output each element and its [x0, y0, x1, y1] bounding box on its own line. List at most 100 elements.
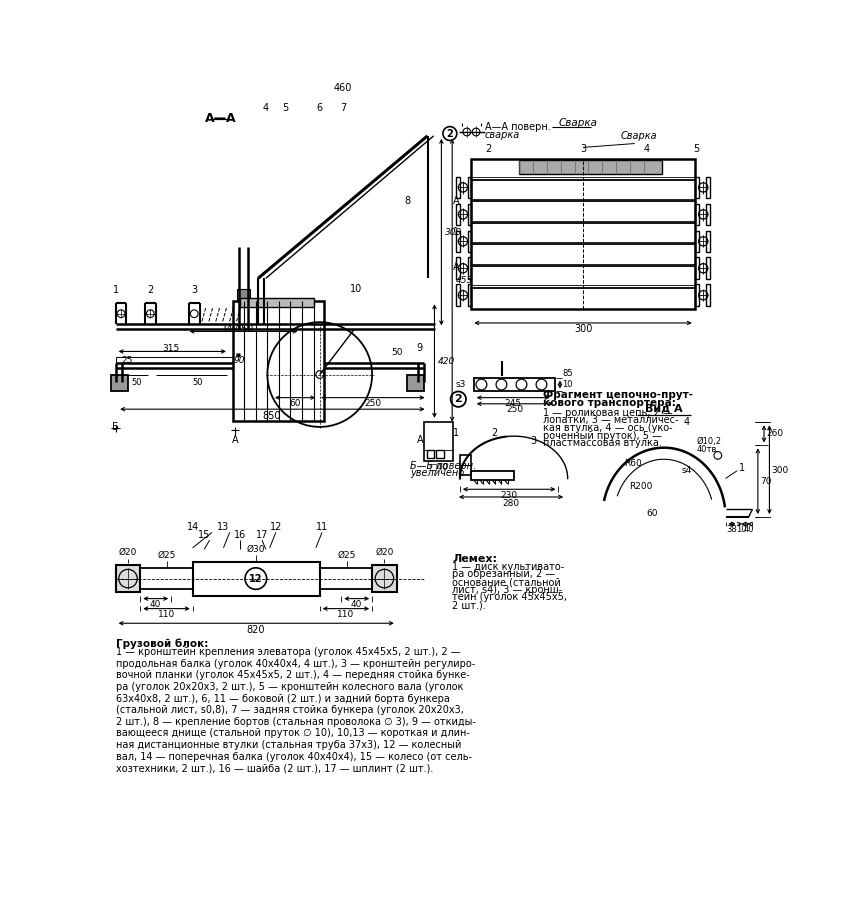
Bar [695, 258, 698, 279]
Text: 14: 14 [186, 523, 198, 532]
Text: Ø25: Ø25 [338, 551, 356, 560]
Text: 2: 2 [491, 429, 497, 439]
Text: A: A [453, 261, 459, 272]
Text: 12: 12 [270, 523, 282, 532]
Text: 16: 16 [235, 530, 247, 540]
Text: Лемех:: Лемех: [452, 554, 497, 564]
Bar [467, 204, 472, 225]
Text: 5: 5 [693, 143, 699, 153]
Text: Фрагмент цепочно-прут-: Фрагмент цепочно-прут- [543, 390, 693, 400]
Bar [456, 258, 460, 279]
Text: лопатки, 3 — металличес-: лопатки, 3 — металличес- [543, 415, 679, 425]
Bar [706, 285, 710, 306]
Text: 3: 3 [192, 286, 198, 296]
Text: 1: 1 [740, 463, 746, 474]
Text: 85: 85 [563, 369, 573, 378]
Text: 1: 1 [113, 286, 119, 296]
Bar [706, 177, 710, 198]
Text: 40: 40 [150, 600, 161, 609]
Text: 455: 455 [456, 276, 473, 285]
Text: 17: 17 [256, 530, 268, 540]
Bar [695, 285, 698, 306]
Text: A—A: A—A [205, 112, 237, 125]
Text: 10: 10 [563, 380, 573, 389]
Text: A: A [453, 196, 459, 206]
Text: 1: 1 [453, 429, 459, 439]
Text: A: A [232, 435, 238, 445]
Text: 13: 13 [217, 523, 229, 532]
Text: 460: 460 [333, 84, 352, 94]
Text: 1 — диск культивато-: 1 — диск культивато- [452, 561, 564, 571]
Text: Ø20: Ø20 [119, 548, 137, 557]
Text: Б—Б поверн.: Б—Б поверн. [410, 460, 476, 471]
Text: 300: 300 [445, 228, 462, 237]
Text: 50: 50 [131, 378, 142, 387]
Text: 38: 38 [727, 525, 737, 534]
Bar [111, 375, 128, 391]
Bar [467, 231, 472, 252]
Text: 5: 5 [282, 103, 289, 113]
Text: 300: 300 [771, 466, 789, 475]
Text: Вид А: Вид А [645, 403, 683, 413]
Bar [237, 289, 250, 302]
Text: 6: 6 [317, 103, 323, 113]
Text: 25: 25 [122, 356, 133, 365]
Text: кового транспортера:: кового транспортера: [543, 398, 676, 408]
Text: R200: R200 [629, 482, 653, 491]
Bar [456, 177, 460, 198]
Text: 250: 250 [364, 399, 381, 408]
Text: 4: 4 [643, 143, 649, 153]
Bar [456, 231, 460, 252]
Text: Сварка: Сварка [558, 118, 597, 128]
Text: увеличено: увеличено [410, 469, 464, 478]
Text: пластмассовая втулка.: пластмассовая втулка. [543, 439, 662, 449]
Bar [427, 450, 435, 458]
Text: Ø 450: Ø 450 [224, 323, 253, 333]
Text: 110: 110 [338, 610, 355, 619]
Text: 9: 9 [417, 342, 423, 352]
Text: 280: 280 [503, 498, 519, 507]
Bar [140, 568, 192, 589]
Text: A—А поверн.: A—А поверн. [484, 123, 551, 132]
Text: 7: 7 [339, 103, 346, 113]
Text: 8: 8 [405, 196, 411, 206]
Bar [473, 378, 555, 391]
Text: 420: 420 [437, 357, 454, 366]
Bar [116, 565, 140, 593]
Text: 40тв.: 40тв. [698, 445, 720, 454]
Text: 260: 260 [766, 430, 783, 438]
Bar [233, 302, 324, 421]
Text: Б: Б [113, 422, 119, 432]
Text: 60: 60 [647, 509, 658, 518]
Text: 40: 40 [743, 525, 754, 534]
Bar [706, 258, 710, 279]
Text: A: A [417, 435, 423, 445]
Text: основание (стальной: основание (стальной [452, 577, 561, 587]
Text: Ø25: Ø25 [157, 551, 176, 560]
Text: роченный пруток), 5 —: роченный пруток), 5 — [543, 431, 662, 441]
Text: 2: 2 [485, 143, 491, 153]
Bar [695, 204, 698, 225]
Text: 2: 2 [454, 394, 462, 405]
Text: 300: 300 [574, 324, 592, 334]
Bar [472, 471, 514, 480]
Bar [320, 568, 372, 589]
Text: 3: 3 [580, 143, 586, 153]
Text: 2 шт.).: 2 шт.). [452, 600, 486, 610]
Text: 2: 2 [147, 286, 154, 296]
Text: 850: 850 [263, 411, 281, 421]
Bar [706, 231, 710, 252]
Bar [407, 375, 423, 391]
Text: 12: 12 [249, 574, 263, 584]
Text: 1: 1 [453, 227, 459, 237]
Text: ра обрезанный, 2 —: ра обрезанный, 2 — [452, 569, 555, 579]
Bar [706, 204, 710, 225]
Text: 1 — кронштейн крепления элеватора (уголок 45х45х5, 2 шт.), 2 —
продольная балка : 1 — кронштейн крепления элеватора (уголо… [116, 647, 476, 773]
Text: □40: □40 [429, 463, 448, 472]
Text: 2: 2 [447, 129, 454, 139]
Text: Грузовой блок:: Грузовой блок: [116, 639, 208, 649]
Text: 50: 50 [192, 378, 204, 387]
Text: 40: 40 [351, 600, 362, 609]
Bar [467, 285, 472, 306]
Bar [695, 231, 698, 252]
